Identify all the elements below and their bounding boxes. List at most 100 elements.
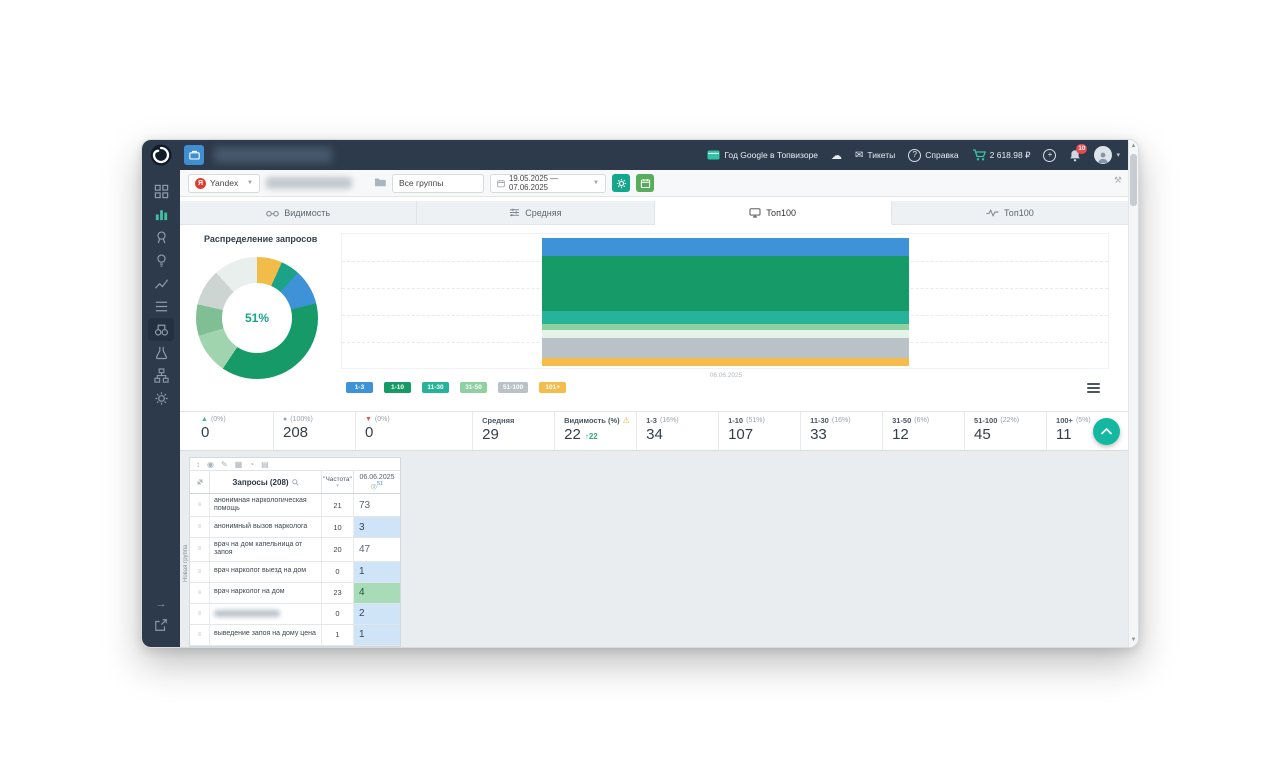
legend-101plus[interactable]: 101+ xyxy=(539,382,567,394)
sidebar-item-summary[interactable] xyxy=(148,203,174,226)
warning-icon: ⚠ xyxy=(622,416,630,425)
groups-value: Все группы xyxy=(399,178,444,188)
sidebar-item-settings[interactable] xyxy=(148,387,174,410)
positions-area-chart[interactable] xyxy=(341,233,1109,369)
query-cell: врач нарколог выезд на дом xyxy=(210,561,322,582)
plus-icon: + xyxy=(1043,148,1057,162)
add-button[interactable]: + xyxy=(1043,148,1057,162)
tab-average[interactable]: Средняя xyxy=(417,201,655,225)
scroll-down-icon[interactable]: ▼ xyxy=(1130,637,1137,643)
table-row[interactable]: ≡ 0 2 xyxy=(190,603,400,625)
blurred-project-name xyxy=(266,177,352,189)
drag-handle[interactable]: ≡ xyxy=(190,603,210,624)
tab-top100[interactable]: Топ100 xyxy=(654,201,892,225)
queries-section: Новая группа ↕ ◉ ✎ ▦ ◔ ▤ xyxy=(180,451,1128,647)
chevron-up-icon xyxy=(1101,428,1112,435)
legend-11-30[interactable]: 11-30 xyxy=(422,382,449,394)
stat-average: Средняя 29 xyxy=(472,412,554,450)
balance-button[interactable]: 2 618.98 ₽ xyxy=(972,149,1031,161)
help-link[interactable]: ? Справка xyxy=(908,148,959,162)
edit-icon[interactable]: ✎ xyxy=(220,459,228,469)
visibility-icon[interactable]: ◉ xyxy=(207,459,214,469)
chart-menu-icon[interactable] xyxy=(1087,381,1100,395)
blurred-project-name xyxy=(214,147,332,163)
date-column-header[interactable]: 06.06.2025 ◎51 xyxy=(359,474,395,491)
tab-label: Топ100 xyxy=(766,207,796,218)
position-cell: 4 xyxy=(354,582,400,603)
drag-handle[interactable]: ≡ xyxy=(190,582,210,603)
search-icon[interactable] xyxy=(291,478,299,486)
sidebar-item-trends[interactable] xyxy=(148,272,174,295)
distribution-title: Распределение запросов xyxy=(204,234,318,244)
table-row[interactable]: ≡ анонимный вызов нарколога 10 3 xyxy=(190,517,400,539)
position-cell: 1 xyxy=(354,624,400,645)
pin-panel-icon[interactable]: ⚒ xyxy=(1113,175,1122,185)
tab-label: Видимость xyxy=(284,207,331,218)
legend-1-10[interactable]: 1-10 xyxy=(384,382,411,394)
tickets-label: Тикеты xyxy=(867,150,896,160)
table-row[interactable]: ≡ врач на дом капельница от запоя 20 47 xyxy=(190,538,400,562)
legend-51-100[interactable]: 51-100 xyxy=(498,382,529,394)
drag-handle[interactable]: ≡ xyxy=(190,624,210,645)
promo-label: Год Google в Топвизоре xyxy=(724,150,819,160)
query-cell: выведение запоя на дому цена xyxy=(210,624,322,645)
notifications-button[interactable]: 10 xyxy=(1069,143,1088,162)
user-menu[interactable]: ▾ xyxy=(1094,146,1120,164)
drag-handle[interactable]: ≡ xyxy=(190,538,210,561)
legend-1-3[interactable]: 1-3 xyxy=(346,382,373,394)
scroll-up-icon[interactable]: ▲ xyxy=(1130,143,1137,149)
avatar xyxy=(1094,146,1113,164)
frequency-cell: 0 xyxy=(322,561,354,582)
table-row[interactable]: ≡ анонимная наркологическая помощь 21 73 xyxy=(190,494,400,518)
sidebar-item-ideas[interactable] xyxy=(148,249,174,272)
drag-handle[interactable]: ≡ xyxy=(190,494,210,517)
sidebar-item-competitors[interactable] xyxy=(148,318,174,341)
help-label: Справка xyxy=(925,150,959,160)
window-scrollbar[interactable]: ▲ ▼ xyxy=(1128,140,1138,647)
cloud-upload-button[interactable]: ☁ xyxy=(831,149,842,162)
distribution-donut-chart[interactable]: 51% xyxy=(196,257,318,379)
position-cell: 2 xyxy=(354,603,400,624)
chart-settings-button[interactable] xyxy=(612,174,630,192)
table-row[interactable]: ≡ выведение запоя на дому цена 1 1 xyxy=(190,624,400,646)
arrow-up-icon: ↑ xyxy=(584,432,589,441)
position-cell: 3 xyxy=(354,517,400,538)
table-row[interactable]: ≡ врач нарколог на дом 23 4 xyxy=(190,582,400,604)
history-icon[interactable]: ◔ xyxy=(249,459,255,469)
queries-column-header[interactable]: Запросы (208) xyxy=(210,471,322,494)
table-icon[interactable]: ▦ xyxy=(234,459,243,469)
date-range-select[interactable]: 19.05.2025 — 07.06.2025 ▼ xyxy=(490,173,606,193)
scroll-top-button[interactable] xyxy=(1093,418,1120,445)
folder-icon[interactable]: ▤ xyxy=(261,459,269,469)
sidebar-item-structure[interactable] xyxy=(148,364,174,387)
dot-icon: ● xyxy=(282,416,288,423)
tickets-link[interactable]: ✉ Тикеты xyxy=(855,150,895,161)
sort-icon[interactable]: ↕ xyxy=(196,459,200,469)
balance-value: 2 618.98 ₽ xyxy=(989,149,1031,160)
external-link-icon[interactable] xyxy=(154,618,168,637)
query-cell: анонимная наркологическая помощь xyxy=(210,494,322,517)
tab-top100-dynamics[interactable]: Топ100 xyxy=(891,201,1128,225)
groups-input[interactable]: Все группы xyxy=(392,173,484,193)
promo-link[interactable]: Год Google в Топвизоре xyxy=(707,150,818,160)
legend-31-50[interactable]: 31-50 xyxy=(460,382,487,394)
snapshot-button[interactable] xyxy=(636,174,654,192)
envelope-icon: ✉ xyxy=(855,149,864,161)
band-1-3 xyxy=(542,238,909,256)
sidebar-item-positions[interactable] xyxy=(148,226,174,249)
glasses-icon xyxy=(266,210,279,216)
projects-button[interactable] xyxy=(184,145,204,165)
search-engine-select[interactable]: Я Yandex ▼ xyxy=(188,173,260,193)
table-row[interactable]: ≡ врач нарколог выезд на дом 0 1 xyxy=(190,561,400,583)
collapse-arrow-icon[interactable]: → xyxy=(155,598,167,610)
sidebar-item-projects[interactable] xyxy=(148,180,174,203)
drag-handle[interactable]: ≡ xyxy=(190,561,210,582)
frequency-column-header[interactable]: "Частота" ▾ xyxy=(322,471,354,494)
sidebar-item-audit[interactable] xyxy=(148,341,174,364)
scrollbar-thumb[interactable] xyxy=(1130,154,1137,206)
drag-handle[interactable]: ≡ xyxy=(190,517,210,538)
tab-visibility[interactable]: Видимость xyxy=(180,201,418,225)
sidebar-item-snippets[interactable] xyxy=(148,295,174,318)
monitor-icon xyxy=(749,207,761,217)
stat-over100: 100+ (5%) 11 xyxy=(1046,412,1128,450)
